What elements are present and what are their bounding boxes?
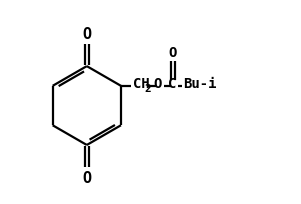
Text: Bu-i: Bu-i xyxy=(183,76,216,90)
Text: O: O xyxy=(154,76,162,90)
Text: O: O xyxy=(82,170,92,185)
Text: O: O xyxy=(169,46,177,60)
Text: 2: 2 xyxy=(145,83,152,93)
Text: C: C xyxy=(168,76,176,90)
Text: O: O xyxy=(82,27,92,42)
Text: CH: CH xyxy=(133,76,150,90)
